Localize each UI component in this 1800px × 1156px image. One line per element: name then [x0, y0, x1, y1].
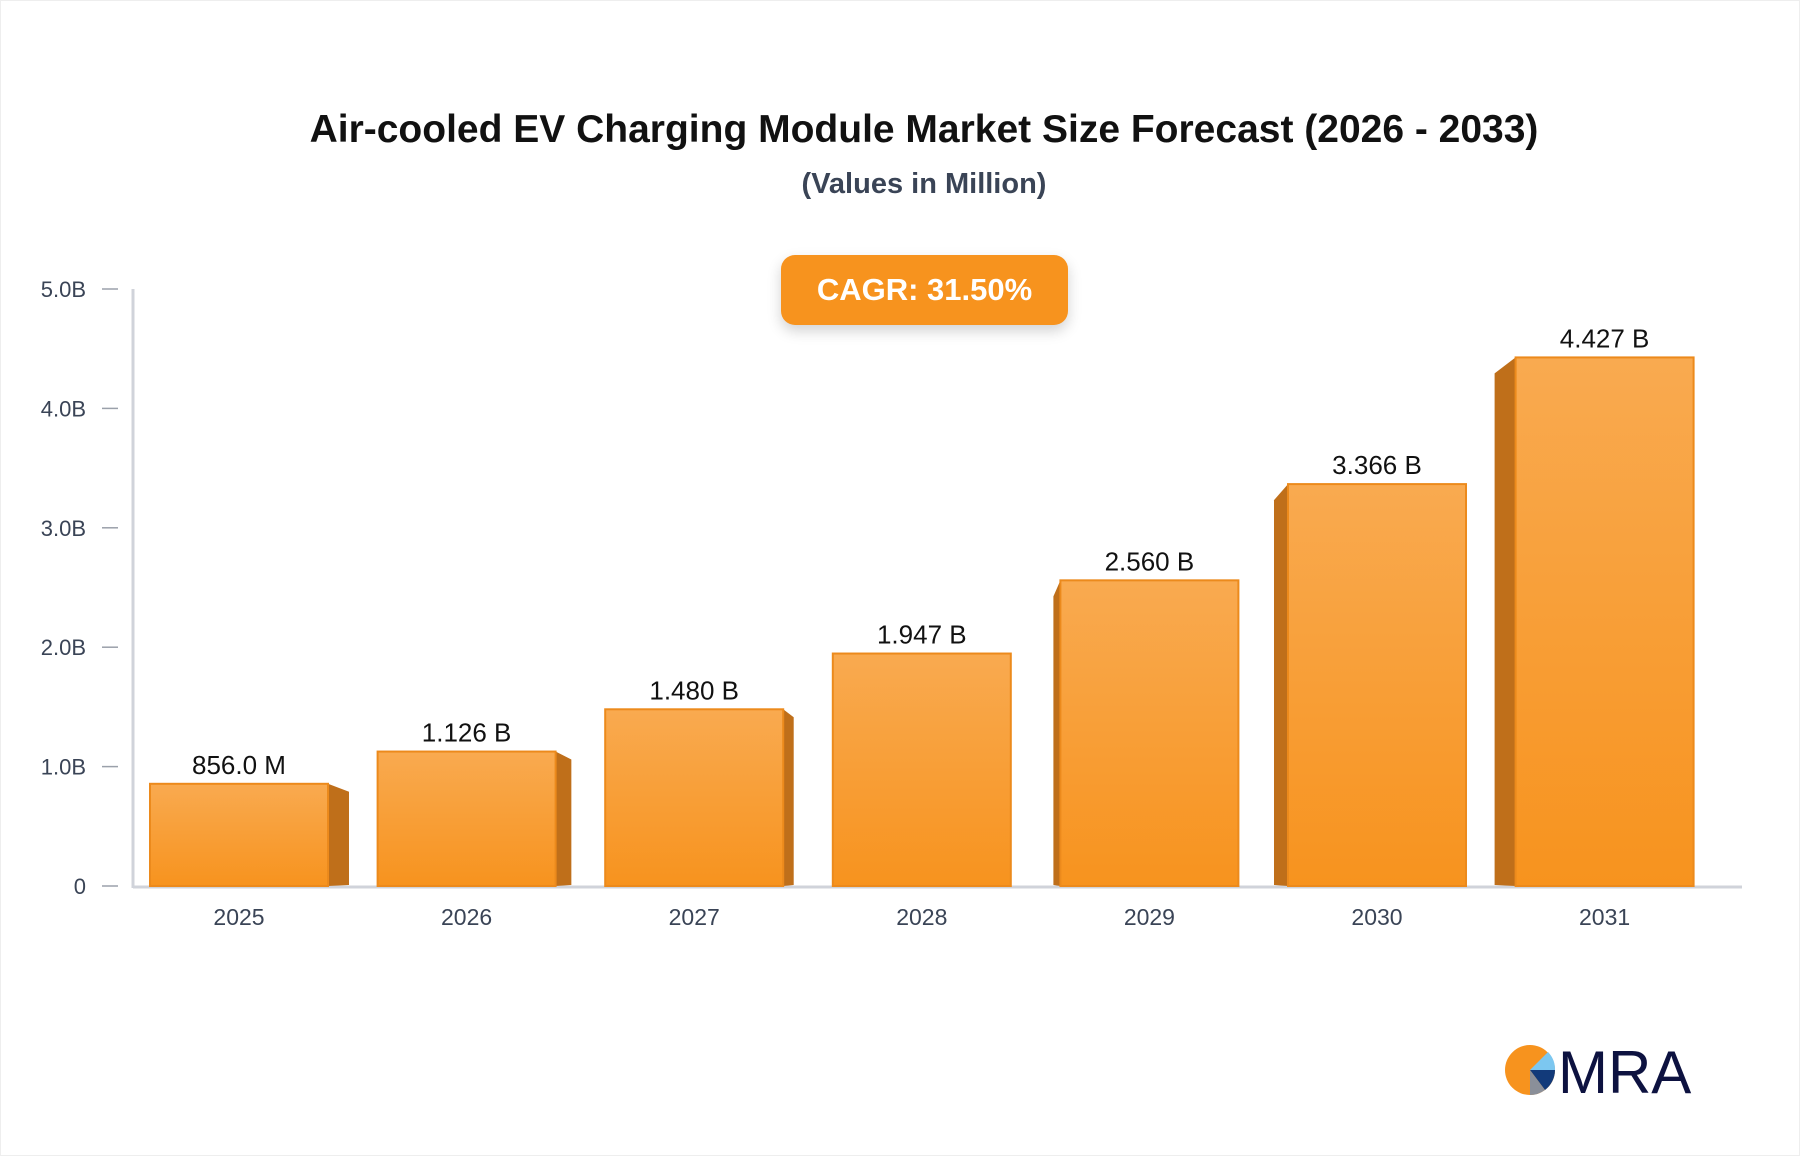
bar: [1287, 483, 1467, 887]
mra-logo: MRA: [1505, 1039, 1691, 1105]
x-tick-label: 2028: [896, 904, 947, 930]
bar-side: [783, 709, 794, 886]
bar-value-label: 2.560 B: [1105, 546, 1195, 576]
logo-pie-lightblue: [1530, 1052, 1556, 1070]
bar: [376, 750, 557, 887]
y-tick-label: 2.0B: [41, 635, 86, 660]
bar-group: 4.427 B 2031: [1494, 323, 1695, 930]
bar: [604, 708, 785, 888]
x-tick-label: 2026: [441, 904, 492, 930]
logo-pie-gray: [1530, 1070, 1545, 1095]
bar-group: 3.366 B 2030: [1274, 450, 1467, 930]
x-tick-label: 2027: [669, 904, 720, 930]
y-tick-label: 5.0B: [41, 277, 86, 302]
bar-value-label: 1.480 B: [649, 675, 739, 705]
y-tick-label: 4.0B: [41, 396, 86, 421]
bar-group: 2.560 B 2029: [1053, 546, 1240, 930]
bar: [1059, 579, 1240, 887]
logo-pie-darkblue: [1530, 1070, 1555, 1090]
bar-value-label: 1.947 B: [877, 620, 967, 650]
bar: [831, 652, 1012, 887]
logo-text: MRA: [1558, 1039, 1691, 1105]
cagr-badge: CAGR: 31.50%: [781, 255, 1068, 325]
bar-value-label: 856.0 M: [192, 750, 286, 780]
y-tick-label: 3.0B: [41, 516, 86, 541]
x-tick-label: 2029: [1124, 904, 1175, 930]
chart-subtitle: (Values in Million): [801, 168, 1047, 200]
x-tick-label: 2025: [213, 904, 264, 930]
bar-side: [1053, 580, 1061, 886]
y-tick-label: 1.0B: [41, 755, 86, 780]
chart-title: Air-cooled EV Charging Module Market Siz…: [309, 108, 1539, 151]
bar-group: 1.480 B 2027: [604, 675, 794, 930]
bar-group: 856.0 M 2025: [149, 750, 349, 930]
bar-group: 1.126 B 2026: [376, 718, 572, 930]
bar-value-label: 3.366 B: [1332, 450, 1422, 480]
bar-value-label: 1.126 B: [422, 718, 512, 748]
bar-side: [1274, 484, 1288, 886]
bar-value-label: 4.427 B: [1560, 323, 1650, 353]
x-tick-label: 2031: [1579, 904, 1630, 930]
x-tick-label: 2030: [1351, 904, 1402, 930]
bar-side: [1494, 357, 1516, 886]
y-tick-label: 0: [74, 874, 86, 899]
bar-side: [555, 751, 572, 886]
bar-side: [328, 783, 349, 886]
bar-group: 1.947 B 2028: [831, 620, 1012, 930]
bar: [149, 782, 329, 887]
bar: [1514, 356, 1695, 887]
